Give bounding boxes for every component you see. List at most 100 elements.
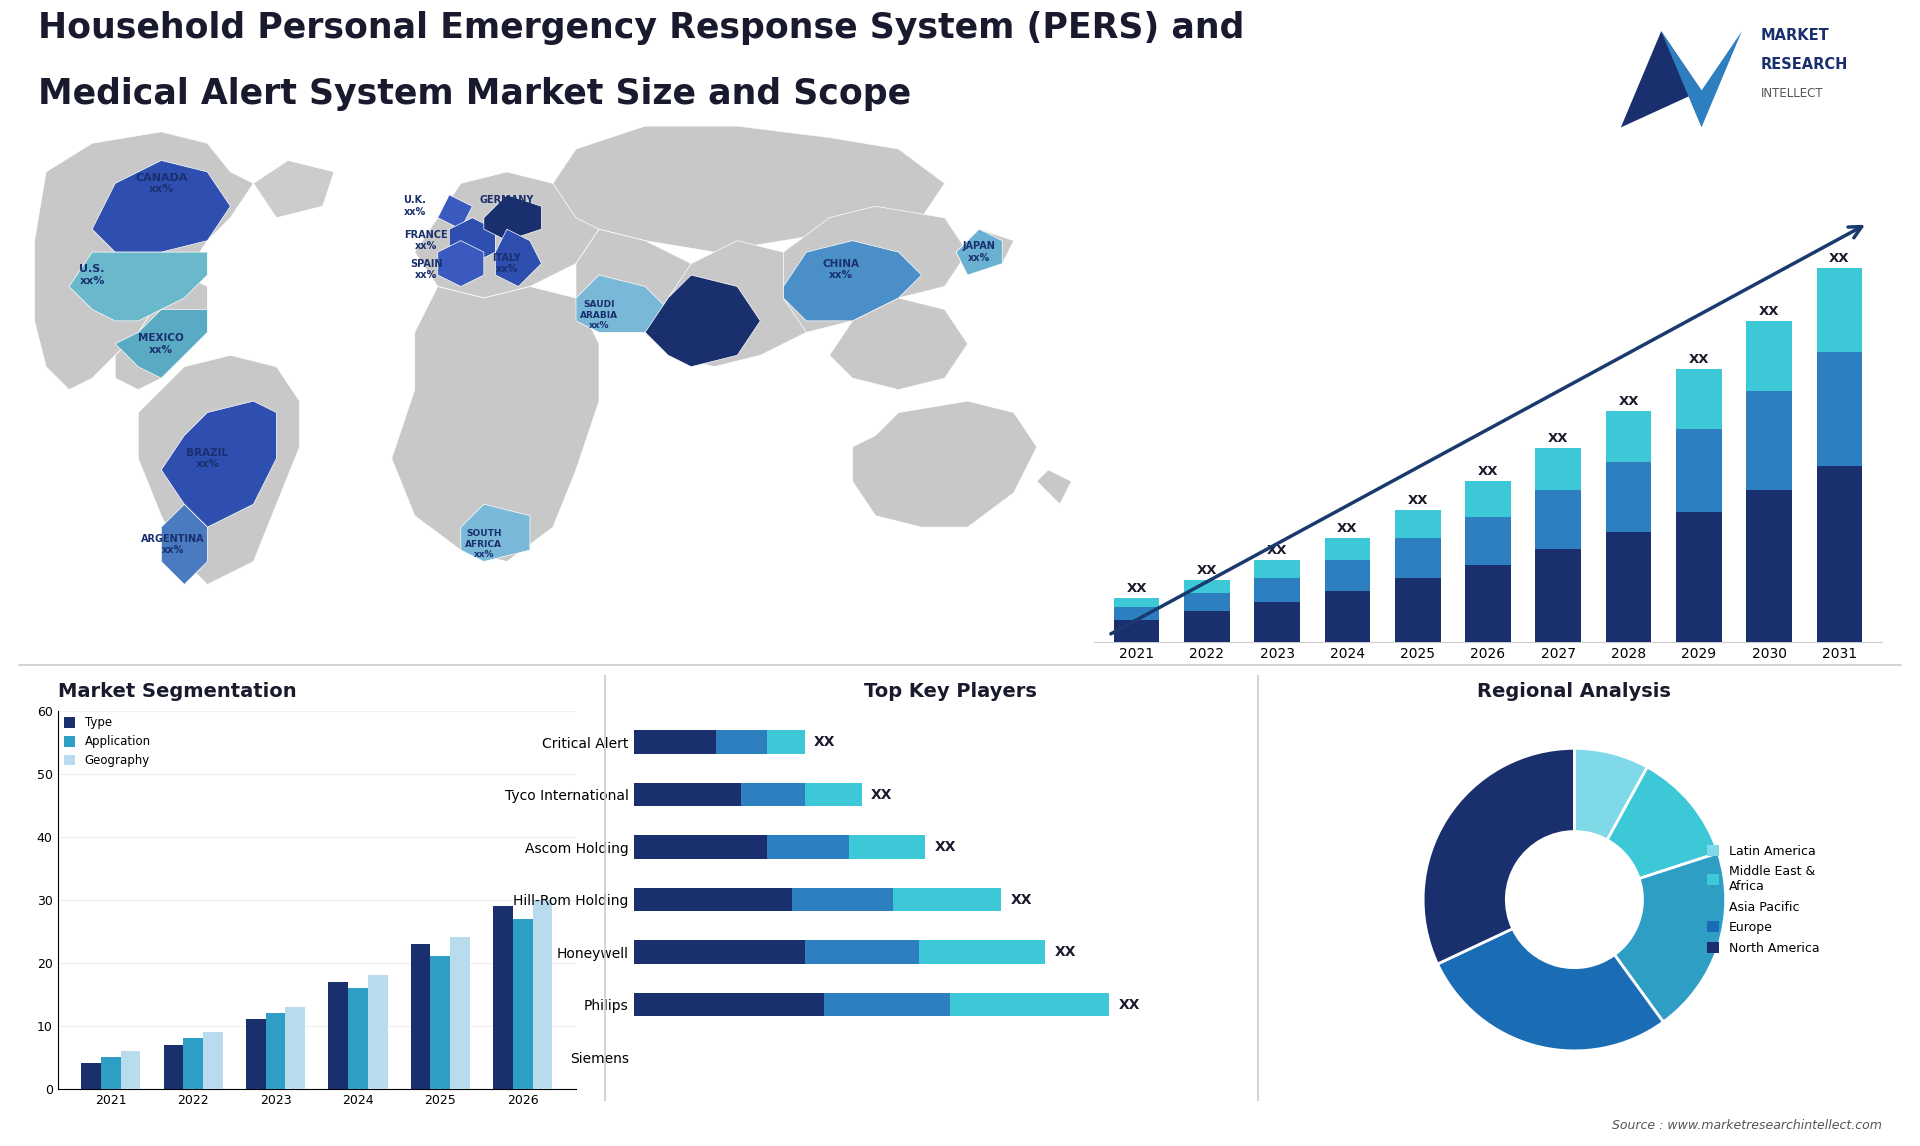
Polygon shape [161, 504, 207, 584]
Polygon shape [645, 275, 760, 367]
Bar [246, 1020, 265, 1089]
Bar [532, 900, 553, 1089]
Bar [1676, 369, 1722, 429]
Bar [1254, 578, 1300, 602]
Bar [634, 888, 791, 911]
Polygon shape [852, 401, 1037, 527]
Polygon shape [115, 309, 207, 378]
Text: XX: XX [814, 735, 835, 749]
Bar [716, 730, 766, 754]
Polygon shape [956, 229, 1014, 275]
Text: U.K.
xx%: U.K. xx% [403, 196, 426, 217]
Bar [1536, 490, 1582, 549]
Polygon shape [392, 286, 599, 562]
Bar [1605, 532, 1651, 642]
Text: Household Personal Emergency Response System (PERS) and: Household Personal Emergency Response Sy… [38, 11, 1244, 46]
Text: RESEARCH: RESEARCH [1761, 56, 1849, 72]
Polygon shape [161, 401, 276, 527]
Polygon shape [35, 132, 253, 390]
Text: XX: XX [1407, 494, 1428, 507]
Bar [804, 783, 862, 807]
Legend: Latin America, Middle East &
Africa, Asia Pacific, Europe, North America: Latin America, Middle East & Africa, Asi… [1701, 840, 1824, 959]
Text: XX: XX [1619, 394, 1640, 408]
Title: Regional Analysis: Regional Analysis [1478, 682, 1670, 700]
Bar [1605, 411, 1651, 462]
Bar [411, 944, 430, 1089]
Bar [1185, 611, 1229, 642]
Bar [634, 730, 716, 754]
Bar [1114, 598, 1160, 606]
Text: XX: XX [1478, 465, 1498, 478]
Text: Market Segmentation: Market Segmentation [58, 682, 296, 700]
Bar [893, 888, 1000, 911]
Bar [1536, 448, 1582, 490]
Bar [1816, 352, 1862, 466]
Text: BRAZIL
xx%: BRAZIL xx% [186, 448, 228, 469]
Text: ARGENTINA
xx%: ARGENTINA xx% [140, 534, 205, 555]
Bar [1676, 512, 1722, 642]
Legend: Type, Application, Geography: Type, Application, Geography [63, 716, 152, 767]
Polygon shape [576, 275, 668, 332]
Bar [1465, 565, 1511, 642]
Bar [204, 1031, 223, 1089]
Text: CANADA
xx%: CANADA xx% [134, 173, 188, 194]
Polygon shape [138, 355, 300, 584]
Text: MEXICO
xx%: MEXICO xx% [138, 333, 184, 354]
Bar [1816, 466, 1862, 642]
Text: XX: XX [1267, 544, 1288, 557]
Bar [634, 992, 824, 1017]
Bar [791, 888, 893, 911]
Wedge shape [1615, 853, 1726, 1022]
Polygon shape [829, 298, 968, 390]
Bar [804, 941, 918, 964]
Polygon shape [956, 229, 1002, 275]
Text: CHINA
xx%: CHINA xx% [822, 259, 860, 280]
Text: XX: XX [1830, 252, 1849, 265]
Wedge shape [1438, 928, 1663, 1051]
Polygon shape [576, 229, 714, 332]
Bar [634, 835, 766, 858]
Bar [328, 981, 348, 1089]
Bar [369, 975, 388, 1089]
Bar [1465, 481, 1511, 517]
Polygon shape [1620, 31, 1701, 127]
Bar [1254, 602, 1300, 642]
Title: Top Key Players: Top Key Players [864, 682, 1037, 700]
Bar [766, 835, 849, 858]
Bar [1185, 594, 1229, 611]
Bar [1676, 429, 1722, 512]
Text: SOUTH
AFRICA
xx%: SOUTH AFRICA xx% [465, 529, 503, 559]
Text: XX: XX [1010, 893, 1033, 906]
Bar [766, 730, 804, 754]
Bar [1465, 517, 1511, 565]
Bar [741, 783, 804, 807]
Text: XX: XX [1196, 564, 1217, 576]
Polygon shape [415, 172, 599, 298]
Bar [1816, 268, 1862, 352]
Text: SPAIN
xx%: SPAIN xx% [411, 259, 442, 280]
Text: XX: XX [1054, 945, 1077, 959]
Wedge shape [1574, 748, 1647, 840]
Text: XX: XX [1548, 432, 1569, 445]
Text: JAPAN
xx%: JAPAN xx% [962, 242, 996, 262]
Bar [849, 835, 925, 858]
Bar [1394, 578, 1440, 642]
Text: XX: XX [1127, 581, 1146, 595]
Bar [493, 905, 513, 1089]
Text: SAUDI
ARABIA
xx%: SAUDI ARABIA xx% [580, 300, 618, 330]
Text: INTELLECT: INTELLECT [1761, 87, 1824, 100]
Bar [163, 1045, 182, 1089]
Polygon shape [92, 160, 230, 252]
Bar [1325, 539, 1371, 560]
Bar [634, 783, 741, 807]
Text: XX: XX [872, 787, 893, 801]
Polygon shape [253, 160, 334, 218]
Text: XX: XX [1688, 353, 1709, 366]
Polygon shape [115, 275, 207, 390]
Bar [182, 1038, 204, 1089]
Bar [1394, 510, 1440, 539]
Bar [1185, 580, 1229, 594]
Bar [1605, 462, 1651, 532]
Text: GERMANY
xx%: GERMANY xx% [480, 196, 534, 217]
Bar [824, 992, 950, 1017]
